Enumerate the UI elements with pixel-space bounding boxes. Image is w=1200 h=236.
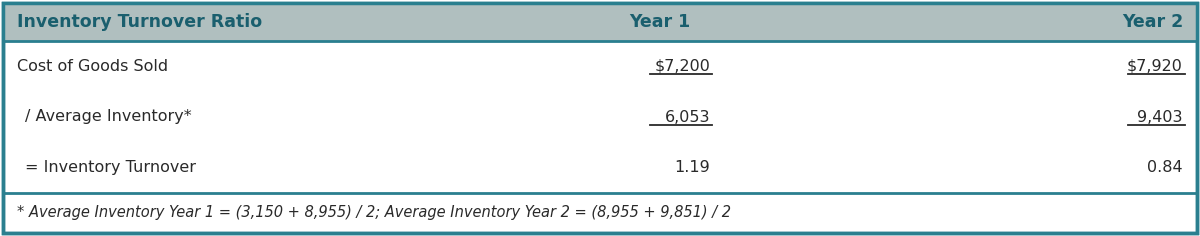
Text: 0.84: 0.84	[1147, 160, 1183, 175]
Text: Inventory Turnover Ratio: Inventory Turnover Ratio	[17, 13, 262, 31]
Text: $7,920: $7,920	[1127, 59, 1183, 74]
Text: * Average Inventory Year 1 = (3,150 + 8,955) / 2; Average Inventory Year 2 = (8,: * Average Inventory Year 1 = (3,150 + 8,…	[17, 206, 731, 220]
Text: $7,200: $7,200	[654, 59, 710, 74]
Text: / Average Inventory*: / Average Inventory*	[25, 110, 192, 125]
Bar	[2, 3, 1198, 41]
Text: Cost of Goods Sold: Cost of Goods Sold	[17, 59, 168, 74]
Text: 6,053: 6,053	[665, 110, 710, 125]
Text: Year 1: Year 1	[629, 13, 691, 31]
Text: = Inventory Turnover: = Inventory Turnover	[25, 160, 196, 175]
Text: 1.19: 1.19	[674, 160, 710, 175]
Text: 9,403: 9,403	[1138, 110, 1183, 125]
Text: Year 2: Year 2	[1122, 13, 1183, 31]
